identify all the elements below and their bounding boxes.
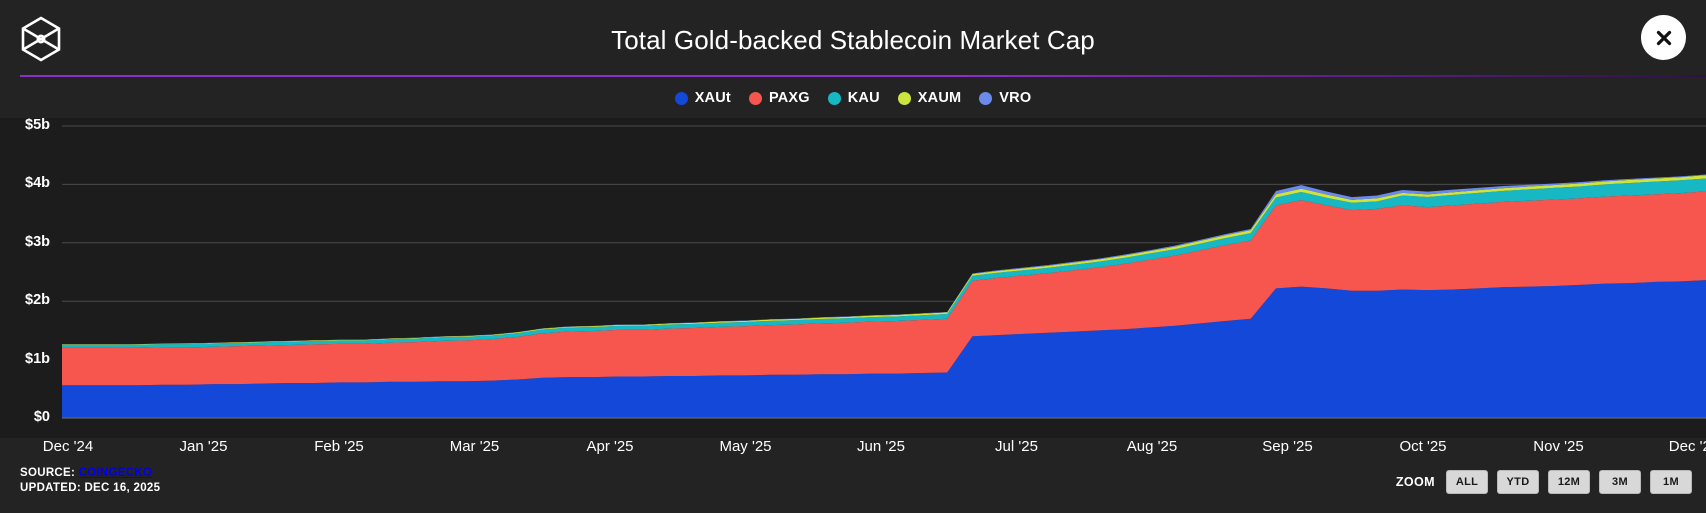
x-axis-tick-label: Mar '25 [449,438,500,455]
chart-plot-area [0,118,1706,438]
legend-item-label: VRO [999,90,1032,106]
zoom-button-1m[interactable]: 1M [1650,470,1692,494]
legend-item-label: XAUt [694,90,731,106]
x-axis-tick-label: Dec '25 [1668,438,1706,455]
zoom-button-all[interactable]: ALL [1446,470,1488,494]
y-axis-tick-label: $1b [25,350,50,367]
legend-swatch-icon [674,91,688,105]
legend-item-xaum[interactable]: XAUM [897,90,962,106]
y-axis-tick-label: $5b [25,117,50,133]
x-axis-tick-label: Jul '25 [995,438,1038,455]
legend-swatch-icon [748,91,762,105]
legend-item-kau[interactable]: KAU [827,90,880,106]
area-series-xaut [62,280,1706,418]
zoom-label: ZOOM [1395,475,1435,489]
legend-swatch-icon [897,91,911,105]
close-icon [1656,30,1671,45]
legend-item-xaut[interactable]: XAUt [674,90,731,106]
chart-footer: SOURCE: COINGECKO UPDATED: DEC 16, 2025 [20,466,160,496]
x-axis-tick-label: Nov '25 [1533,438,1584,455]
y-axis-tick-label: $2b [25,292,50,309]
x-axis-tick-label: Feb '25 [314,438,364,455]
legend-item-label: PAXG [768,90,810,106]
area-series-kau [62,178,1706,348]
chart-legend: XAUt PAXG KAU XAUM VRO [0,90,1706,106]
x-axis-tick-label: May '25 [719,438,772,455]
y-axis-tick-label: $0 [33,409,50,425]
zoom-button-ytd[interactable]: YTD [1497,470,1539,494]
source-line: SOURCE: COINGECKO [20,466,160,481]
x-axis-tick-label: Sep '25 [1262,438,1313,455]
close-button[interactable] [1641,15,1686,60]
x-axis-tick-label: Oct '25 [1399,438,1447,455]
legend-item-vro[interactable]: VRO [979,90,1031,106]
legend-item-paxg[interactable]: PAXG [748,90,810,106]
x-axis-labels: Dec '24 Jan '25 Feb '25 Mar '25 Apr '25 May '… [0,438,1706,466]
x-axis-tick-label: Jan '25 [179,438,228,455]
zoom-button-3m[interactable]: 3M [1599,470,1641,494]
x-axis-tick-label: Jun '25 [857,438,905,455]
y-axis-tick-label: $4b [25,175,50,192]
legend-item-label: KAU [847,90,880,106]
source-prefix: SOURCE: [20,467,79,479]
zoom-controls: ZOOM ALL YTD 12M 3M 1M [1396,470,1692,494]
x-axis-tick-label: Dec '24 [42,438,94,455]
zoom-button-12m[interactable]: 12M [1548,470,1590,494]
page-title: Total Gold-backed Stablecoin Market Cap [611,25,1095,55]
legend-item-label: XAUM [917,90,962,106]
area-series-paxg [62,191,1706,386]
updated-line: UPDATED: DEC 16, 2025 [20,482,161,494]
legend-swatch-icon [827,91,841,105]
accent-divider [20,75,1706,77]
source-link[interactable]: COINGECKO [78,467,153,479]
x-axis-tick-label: Aug '25 [1126,438,1178,455]
chart-header: Total Gold-backed Stablecoin Market Cap [0,0,1706,80]
legend-swatch-icon [979,91,993,105]
y-axis-tick-label: $3b [25,233,50,250]
x-axis-tick-label: Apr '25 [586,438,634,455]
cube-logo-icon [20,16,62,62]
